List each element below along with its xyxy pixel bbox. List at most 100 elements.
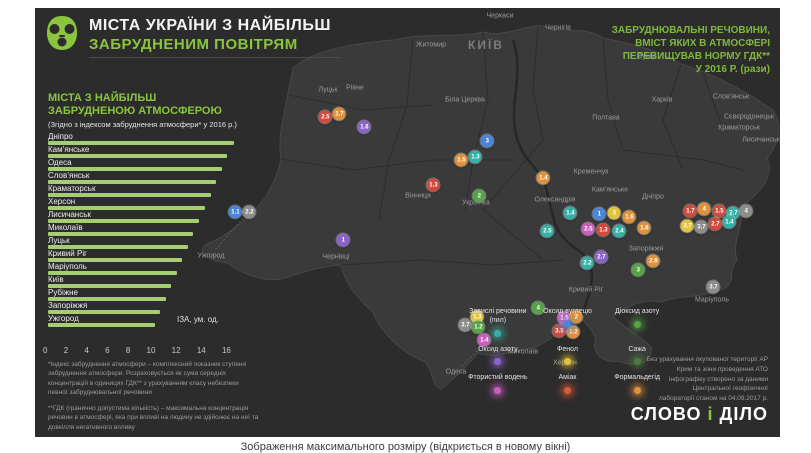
pollution-marker-value: 1.6 [639, 224, 649, 232]
pollution-marker-value: 1.2 [473, 323, 483, 331]
legend-dot [633, 358, 641, 366]
pollution-marker[interactable]: 1.6 [622, 210, 636, 224]
pollution-marker[interactable]: 1.7 [683, 204, 697, 218]
pollution-marker[interactable]: 3.7 [680, 219, 694, 233]
pollution-marker[interactable]: 1.5 [454, 153, 468, 167]
pollution-marker[interactable]: 1.4 [722, 215, 736, 229]
map-city-label: Ужгород [197, 252, 225, 260]
logo-part-2: і [707, 404, 714, 424]
bar [48, 245, 188, 249]
pollution-marker-value: 1 [341, 236, 345, 244]
pollution-marker[interactable]: 2.7 [708, 217, 722, 231]
pollution-marker[interactable]: 3 [631, 263, 645, 277]
legend-item: Аміак [535, 374, 601, 394]
pollution-marker[interactable]: 2.9 [646, 254, 660, 268]
pollution-marker-value: 2.2 [582, 259, 592, 267]
pollution-marker[interactable]: 1.3 [426, 178, 440, 192]
bar-city-label: Кривий Ріг [48, 249, 88, 258]
pollution-marker[interactable]: 4 [531, 301, 545, 315]
pollution-marker[interactable]: 2 [569, 310, 583, 324]
pollution-marker[interactable]: 1.4 [563, 206, 577, 220]
pollution-marker[interactable]: 3 [607, 206, 621, 220]
leader-lines [214, 217, 484, 368]
chart-title-line2: ЗАБРУДНЕНОЮ АТМОСФЕРОЮ [48, 105, 222, 117]
chart-subtitle: (Згідно з індексом забруднення атмосфери… [48, 120, 237, 129]
pollution-marker[interactable]: 1.3 [470, 310, 484, 324]
pollution-marker[interactable]: 1.5 [712, 204, 726, 218]
x-tick: 12 [171, 346, 181, 355]
map-city-label: Житомир [415, 41, 447, 49]
pollution-marker[interactable]: 1.2 [566, 325, 580, 339]
pollution-marker[interactable]: 1.3 [596, 223, 610, 237]
pollution-marker[interactable]: 1.6 [637, 221, 651, 235]
map-city-label: Вінниця [405, 192, 431, 200]
map-city-label: Запоріжжя [628, 245, 664, 253]
bar [48, 310, 161, 314]
bar-row: Дніпро [48, 132, 283, 145]
pollution-marker-value: 2 [574, 313, 578, 321]
pollution-marker-value: 1.2 [568, 328, 578, 336]
bar-city-label: Луцьк [48, 236, 70, 245]
pollution-marker[interactable]: 1 [592, 207, 606, 221]
pollution-marker-value: 1.4 [724, 218, 734, 226]
x-tick: 16 [221, 346, 231, 355]
pollution-marker[interactable]: 2.5 [318, 110, 332, 124]
pollution-marker[interactable]: 1.4 [477, 333, 491, 347]
x-tick: 0 [43, 346, 48, 355]
bar [48, 284, 172, 288]
map-city-label: Сєвєродонецьк [723, 113, 775, 121]
legend-item: Фтористий водень [465, 374, 531, 394]
map-city-label: Рівне [346, 84, 364, 92]
pollution-marker[interactable]: 2.2 [580, 256, 594, 270]
pollution-marker[interactable]: 3 [480, 134, 494, 148]
country-outline [202, 25, 780, 390]
pollution-marker[interactable]: 1.4 [536, 171, 550, 185]
pollution-marker[interactable]: 3.7 [706, 280, 720, 294]
pollution-marker[interactable]: 1.7 [332, 107, 346, 121]
image-caption[interactable]: Зображення максимального розміру (відкри… [240, 441, 571, 453]
bar-row: Ужгород [48, 314, 283, 327]
dnipro-river [511, 39, 594, 319]
pollution-marker-value: 1.6 [624, 213, 634, 221]
legend-dot [563, 320, 571, 328]
ukraine-map-shape [202, 25, 780, 390]
pollution-marker-value: 1.1 [230, 208, 240, 216]
bar-city-label: Ужгород [48, 314, 79, 323]
pollution-marker[interactable]: 4 [697, 202, 711, 216]
pollution-marker[interactable]: 2.5 [540, 224, 554, 238]
source-line: лабораторії станом на 04.09.2017 р. [658, 395, 768, 402]
pollution-marker[interactable]: 1.6 [357, 120, 371, 134]
x-tick: 6 [105, 346, 110, 355]
legend-item: Оксид вуглецю [535, 308, 601, 337]
pollution-marker[interactable]: 3.7 [694, 220, 708, 234]
pollution-marker[interactable]: 1.3 [468, 150, 482, 164]
pollution-marker-value: 2.9 [648, 257, 658, 265]
pollution-marker-value: 4 [536, 304, 540, 312]
pollution-marker[interactable]: 3.5 [552, 324, 566, 338]
pollution-marker-value: 1.5 [456, 156, 466, 164]
map-city-label: Полтава [592, 114, 620, 122]
map-city-label: Луцьк [318, 86, 338, 94]
pollution-marker-value: 1.5 [559, 314, 569, 322]
x-tick: 2 [63, 346, 69, 355]
pollution-marker[interactable]: 1.2 [471, 320, 485, 334]
legend-item: Діоксид азоту [604, 308, 670, 337]
pollution-marker-value: 4 [702, 205, 706, 213]
legend-item: Фенол [535, 346, 601, 366]
pollution-marker[interactable]: 2 [472, 189, 486, 203]
pollution-marker[interactable]: 2.5 [581, 222, 595, 236]
bar-city-label: Запоріжжя [48, 301, 88, 310]
legend-label: Сажа [628, 345, 646, 353]
pollution-marker[interactable]: 1.1 [228, 205, 242, 219]
pollution-marker[interactable]: 4 [739, 204, 753, 218]
pollution-marker[interactable]: 2.2 [242, 205, 256, 219]
pollution-marker[interactable]: 3.7 [458, 318, 472, 332]
pollution-marker[interactable]: 1 [336, 233, 350, 247]
bar-chart: Дніпро Кам’янське Одеса Слов’янськ Краматорс… [48, 132, 283, 327]
pollution-marker[interactable]: 2.7 [594, 250, 608, 264]
pollution-marker[interactable]: 2.4 [612, 224, 626, 238]
legend-dot [633, 320, 641, 328]
map-city-label: Кременчук [573, 168, 609, 176]
bar-row: Київ [48, 275, 283, 288]
pollution-marker-value: 2.7 [596, 253, 606, 261]
